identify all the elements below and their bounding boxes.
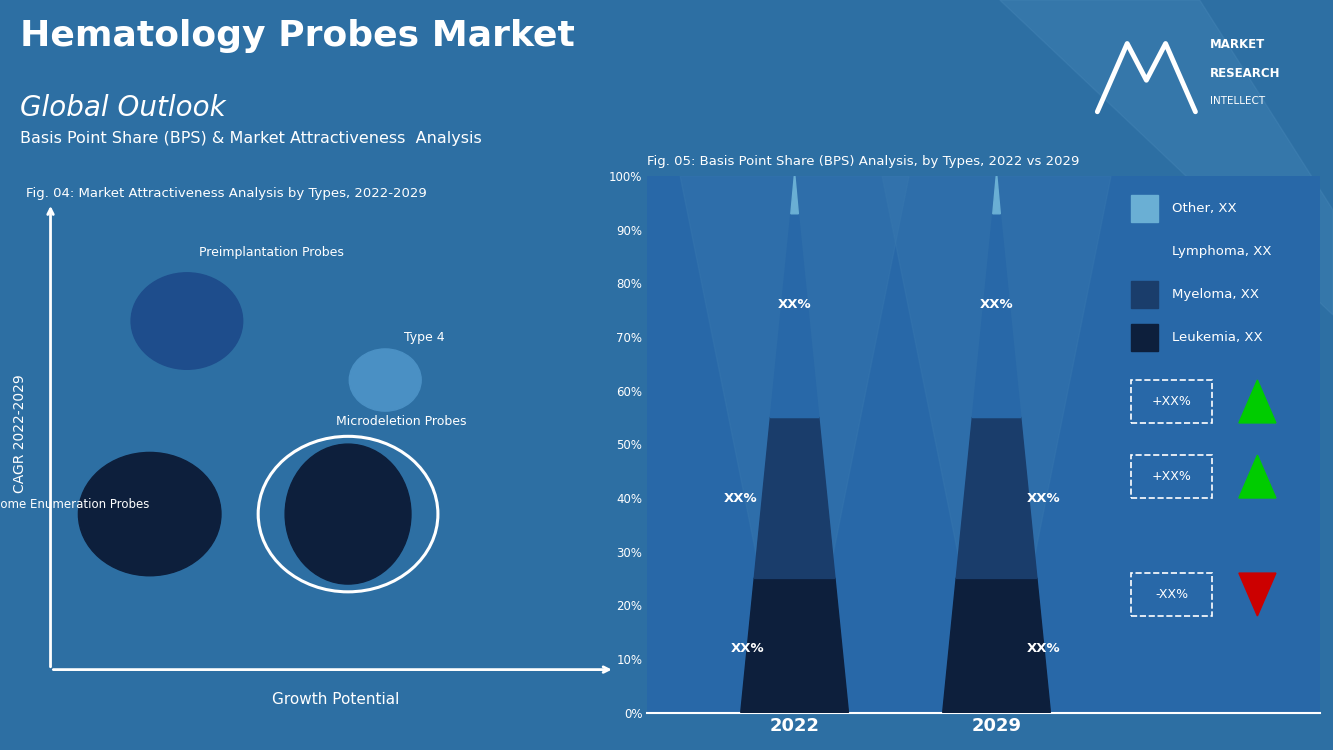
Text: Fig. 05: Basis Point Share (BPS) Analysis, by Types, 2022 vs 2029: Fig. 05: Basis Point Share (BPS) Analysi…: [647, 155, 1078, 168]
Text: Type 4: Type 4: [404, 331, 444, 344]
Text: MARKET: MARKET: [1210, 38, 1265, 51]
Text: CAGR 2022-2029: CAGR 2022-2029: [12, 374, 27, 493]
Polygon shape: [956, 418, 1037, 578]
Circle shape: [79, 452, 221, 576]
Text: Preimplantation Probes: Preimplantation Probes: [200, 246, 344, 259]
Text: +XX%: +XX%: [1152, 395, 1192, 408]
Text: XX%: XX%: [730, 642, 764, 655]
Polygon shape: [1000, 0, 1333, 315]
Text: Basis Point Share (BPS) & Market Attractiveness  Analysis: Basis Point Share (BPS) & Market Attract…: [20, 131, 481, 146]
Text: Growth Potential: Growth Potential: [272, 692, 400, 707]
Polygon shape: [790, 176, 798, 214]
Polygon shape: [770, 214, 818, 418]
Text: Lymphoma, XX: Lymphoma, XX: [1172, 244, 1272, 258]
Polygon shape: [1238, 380, 1276, 423]
Circle shape: [131, 273, 243, 369]
Polygon shape: [741, 578, 849, 712]
Text: XX%: XX%: [980, 298, 1013, 311]
Text: XX%: XX%: [1026, 491, 1061, 505]
Polygon shape: [942, 578, 1050, 712]
Polygon shape: [993, 176, 1000, 214]
Text: Leukemia, XX: Leukemia, XX: [1172, 331, 1262, 344]
Text: Chromosome Enumeration Probes: Chromosome Enumeration Probes: [0, 499, 149, 512]
Text: Other, XX: Other, XX: [1172, 202, 1236, 215]
Ellipse shape: [285, 444, 411, 584]
Polygon shape: [972, 214, 1021, 418]
Text: -XX%: -XX%: [1154, 588, 1188, 601]
Circle shape: [349, 349, 421, 411]
Text: Myeloma, XX: Myeloma, XX: [1172, 288, 1258, 301]
Bar: [1132, 280, 1158, 308]
Bar: [1132, 324, 1158, 350]
Text: XX%: XX%: [777, 298, 812, 311]
Polygon shape: [882, 176, 1110, 712]
Polygon shape: [680, 176, 909, 712]
Text: XX%: XX%: [1026, 642, 1061, 655]
Polygon shape: [1238, 573, 1276, 616]
Polygon shape: [754, 418, 834, 578]
Text: XX%: XX%: [724, 491, 757, 505]
Text: INTELLECT: INTELLECT: [1210, 96, 1265, 106]
Text: Fig. 04: Market Attractiveness Analysis by Types, 2022-2029: Fig. 04: Market Attractiveness Analysis …: [25, 187, 427, 200]
Polygon shape: [1238, 455, 1276, 498]
Text: Microdeletion Probes: Microdeletion Probes: [336, 416, 467, 428]
Bar: [1132, 195, 1158, 222]
Text: Hematology Probes Market: Hematology Probes Market: [20, 19, 575, 53]
Text: +XX%: +XX%: [1152, 470, 1192, 483]
Text: RESEARCH: RESEARCH: [1210, 67, 1281, 80]
Bar: [1132, 238, 1158, 265]
Text: Global Outlook: Global Outlook: [20, 94, 225, 122]
